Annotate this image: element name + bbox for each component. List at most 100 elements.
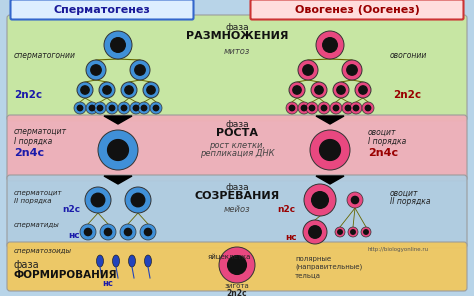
Circle shape [118,102,130,114]
Text: овоцит: овоцит [368,128,396,136]
Text: СОЗРЕВАНИЯ: СОЗРЕВАНИЯ [194,191,280,201]
Circle shape [293,86,301,94]
Circle shape [301,105,307,111]
Circle shape [303,65,313,75]
Text: полярные: полярные [295,256,331,262]
Text: 2n4c: 2n4c [14,148,44,158]
Text: сперматоцит: сперматоцит [14,190,63,196]
Text: овогонии: овогонии [390,51,428,59]
Text: сперматозоиды: сперматозоиды [14,248,72,254]
Text: сперматиды: сперматиды [14,222,60,228]
Text: (направительные): (направительные) [295,264,362,270]
Ellipse shape [145,255,152,267]
Circle shape [347,65,357,75]
Circle shape [337,86,345,94]
Polygon shape [316,116,344,124]
Circle shape [100,224,116,240]
Ellipse shape [112,255,119,267]
Circle shape [89,105,95,111]
Text: митоз: митоз [224,47,250,56]
Text: II порядка: II порядка [14,198,52,204]
Circle shape [98,130,138,170]
Circle shape [130,60,150,80]
Circle shape [318,102,330,114]
Circle shape [323,38,337,52]
Circle shape [104,31,132,59]
Circle shape [298,60,318,80]
Circle shape [330,102,342,114]
Text: I порядка: I порядка [14,136,52,146]
Circle shape [150,102,162,114]
FancyBboxPatch shape [7,242,467,291]
Text: репликация ДНК: репликация ДНК [200,149,274,158]
Circle shape [74,102,86,114]
Circle shape [121,82,137,98]
Circle shape [309,226,321,238]
Circle shape [353,105,359,111]
Text: фаза: фаза [225,183,249,192]
Text: нс: нс [285,234,297,242]
Circle shape [138,102,150,114]
Circle shape [120,224,136,240]
Circle shape [153,105,159,111]
Text: фаза: фаза [225,23,249,32]
Circle shape [99,82,115,98]
Circle shape [361,227,371,237]
Circle shape [77,105,82,111]
Circle shape [86,60,106,80]
Text: n2c: n2c [62,205,80,215]
Circle shape [298,102,310,114]
Text: I порядка: I порядка [368,136,406,146]
FancyBboxPatch shape [7,15,467,121]
Circle shape [342,60,362,80]
Text: 2n2c: 2n2c [393,90,421,100]
Circle shape [109,105,115,111]
Circle shape [333,105,339,111]
Circle shape [94,102,106,114]
Circle shape [91,65,101,75]
FancyBboxPatch shape [7,175,467,248]
Circle shape [133,105,139,111]
Text: мейоз: мейоз [224,205,250,214]
Circle shape [130,102,142,114]
Ellipse shape [128,255,136,267]
Text: II порядка: II порядка [390,197,430,205]
Circle shape [364,230,368,234]
Circle shape [125,187,151,213]
Circle shape [145,229,152,236]
Text: сперматогонии: сперматогонии [14,51,76,59]
FancyBboxPatch shape [250,0,464,20]
Circle shape [104,229,111,236]
Circle shape [289,82,305,98]
Text: Сперматогенез: Сперматогенез [54,5,150,15]
Circle shape [362,102,374,114]
FancyBboxPatch shape [10,0,193,20]
Circle shape [351,197,359,204]
Circle shape [85,187,111,213]
Circle shape [335,227,345,237]
Text: яйцеклетка: яйцеклетка [207,254,251,260]
Polygon shape [104,116,132,124]
Circle shape [303,220,327,244]
Circle shape [304,184,336,216]
Circle shape [124,229,132,236]
Circle shape [80,224,96,240]
Circle shape [106,102,118,114]
Circle shape [131,193,145,207]
Circle shape [103,86,111,94]
Text: нс: нс [102,279,113,289]
Circle shape [351,230,355,234]
Circle shape [219,247,255,283]
Circle shape [286,102,298,114]
Circle shape [91,193,105,207]
Circle shape [345,105,351,111]
Text: РАЗМНОЖЕНИЯ: РАЗМНОЖЕНИЯ [186,31,288,41]
Text: зигота: зигота [225,283,249,289]
Polygon shape [104,176,132,184]
Circle shape [312,192,328,208]
Circle shape [121,105,127,111]
Circle shape [306,102,318,114]
Circle shape [342,102,354,114]
Circle shape [81,86,89,94]
Circle shape [348,227,358,237]
